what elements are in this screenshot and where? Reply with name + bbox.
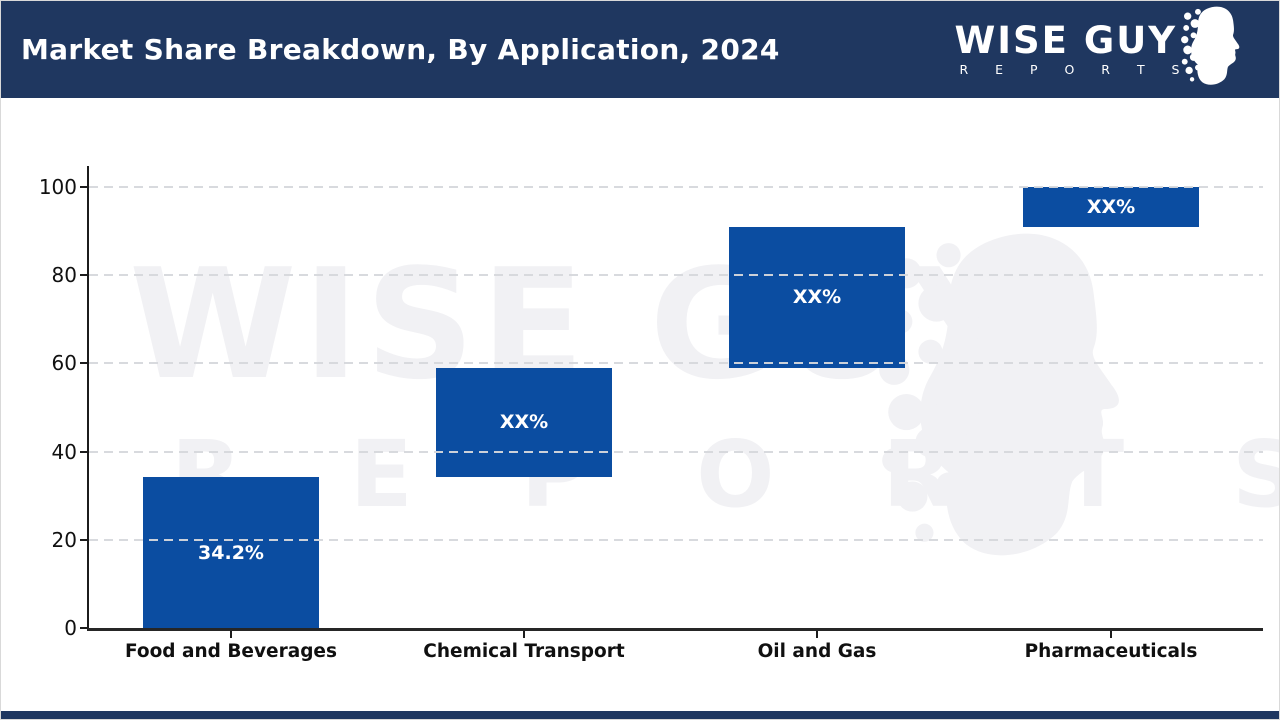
x-tick-label-oil-and-gas: Oil and Gas (757, 641, 877, 662)
gridline-40 (89, 450, 1263, 453)
y-axis-spine (87, 166, 89, 630)
bar-value-label: XX% (792, 286, 842, 309)
y-tick-mark (80, 450, 88, 453)
y-tick-label: 0 (64, 616, 77, 640)
gridline-100 (89, 186, 1263, 188)
y-tick-mark (80, 274, 88, 277)
bar-food-and-beverages: 34.2% (143, 477, 319, 628)
wiseguy-face-icon (1181, 6, 1240, 85)
bar-value-label: XX% (499, 411, 549, 434)
header-band: Market Share Breakdown, By Application, … (1, 1, 1279, 98)
gridline-20 (89, 538, 1263, 541)
y-tick-mark (80, 186, 88, 188)
gridline-60 (89, 362, 1263, 365)
y-tick-mark (80, 627, 88, 629)
y-tick-label: 60 (51, 351, 77, 376)
wiseguy-logo-text: WISE GUY R E P O R T S (954, 19, 1191, 77)
logo-wordmark: WISE GUY (954, 19, 1178, 63)
bar-oil-and-gas: XX% (729, 226, 905, 368)
bar-value-label: XX% (1086, 195, 1136, 218)
y-tick-label: 80 (51, 263, 77, 288)
x-tick-mark (523, 631, 525, 638)
footer-bar (1, 711, 1279, 719)
y-tick-mark (80, 538, 88, 541)
y-tick-label: 100 (38, 175, 77, 199)
x-tick-label-chemical-transport: Chemical Transport (423, 641, 625, 662)
bar-value-label: 34.2% (198, 541, 264, 564)
x-tick-mark (1110, 631, 1112, 638)
y-tick-label: 40 (51, 439, 77, 464)
logo-subtitle: R E P O R T S (959, 61, 1191, 77)
wiseguy-logo: WISE GUY R E P O R T S (954, 6, 1257, 91)
y-tick-label: 20 (51, 527, 77, 552)
gridline-80 (89, 274, 1263, 277)
x-tick-mark (816, 631, 818, 638)
x-tick-label-food-and-beverages: Food and Beverages (125, 641, 337, 662)
x-tick-label-pharmaceuticals: Pharmaceuticals (1024, 641, 1198, 662)
x-tick-mark (230, 631, 232, 638)
y-tick-mark (80, 362, 88, 365)
chart-title: Market Share Breakdown, By Application, … (21, 33, 780, 66)
bar-chemical-transport: XX% (436, 367, 612, 478)
bar-pharmaceuticals: XX% (1023, 187, 1199, 227)
x-axis-spine (87, 628, 1263, 631)
